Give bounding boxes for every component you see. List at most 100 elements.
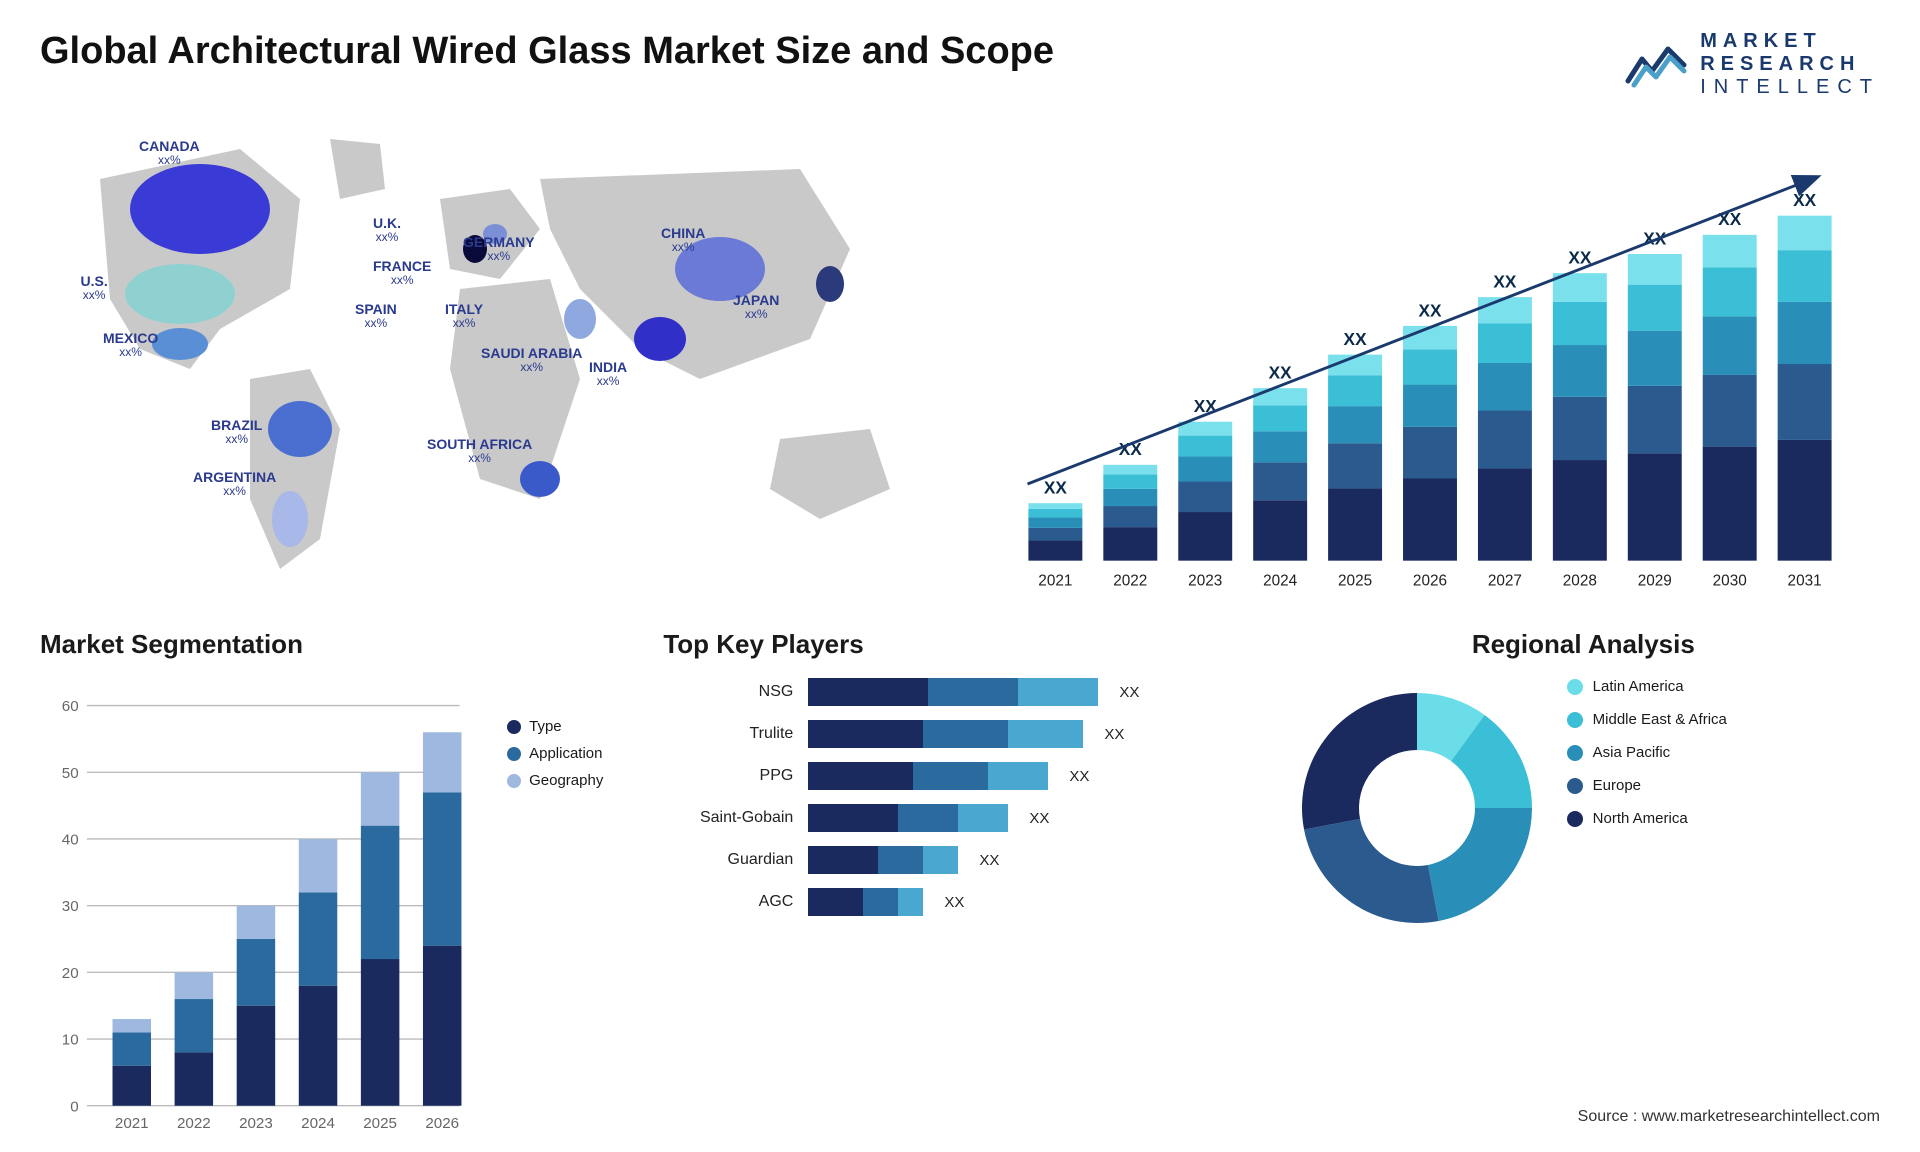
growth-bar-seg (1778, 250, 1832, 302)
growth-bar-seg (1478, 468, 1532, 560)
map-label-canada: CANADAxx% (139, 138, 200, 168)
player-value: XX (944, 894, 964, 911)
seg-bar (175, 999, 213, 1052)
growth-bar-seg (1103, 465, 1157, 475)
growth-bar-seg (1028, 509, 1082, 518)
top-row: CANADAxx% U.S.xx% MEXICOxx% BRAZILxx% ARGENT… (40, 119, 1880, 599)
player-bar-seg (898, 888, 923, 916)
growth-bar-seg (1178, 436, 1232, 457)
seg-bar (237, 939, 275, 1006)
player-bar-seg (928, 678, 1018, 706)
svg-text:30: 30 (62, 898, 79, 915)
seg-bar (299, 839, 337, 892)
growth-bar-seg (1328, 406, 1382, 443)
seg-legend-item: Application (507, 745, 603, 762)
svg-text:2023: 2023 (239, 1115, 273, 1132)
logo: MARKET RESEARCH INTELLECT (1624, 30, 1880, 99)
growth-top-label: XX (1344, 329, 1368, 349)
player-row: AGC XX (663, 888, 1256, 916)
growth-year-label: 2030 (1713, 573, 1747, 590)
svg-text:20: 20 (62, 965, 79, 982)
player-value: XX (1029, 810, 1049, 827)
donut-svg (1287, 678, 1547, 938)
growth-year-label: 2022 (1113, 573, 1147, 590)
growth-bar-seg (1403, 427, 1457, 479)
seg-bar (299, 986, 337, 1106)
growth-bar-seg (1178, 422, 1232, 436)
seg-bar (361, 826, 399, 959)
growth-bar-seg (1628, 254, 1682, 285)
seg-bar (299, 892, 337, 985)
map-label-saudi-arabia: SAUDI ARABIAxx% (481, 345, 582, 375)
players-title: Top Key Players (663, 629, 1256, 660)
segmentation-panel: Market Segmentation 01020304050602021202… (40, 629, 633, 1059)
growth-bar-seg (1778, 216, 1832, 251)
donut-legend-item: Asia Pacific (1567, 744, 1727, 761)
growth-bar-seg (1553, 302, 1607, 345)
growth-bar-seg (1328, 489, 1382, 561)
growth-chart: XX2021XX2022XX2023XX2024XX2025XX2026XX20… (980, 119, 1880, 599)
growth-top-label: XX (1418, 300, 1442, 320)
growth-bar-seg (1628, 285, 1682, 331)
map-label-france: FRANCExx% (373, 258, 431, 288)
player-row: PPGXX (663, 762, 1256, 790)
player-bar-seg (808, 888, 863, 916)
map-label-u-s-: U.S.xx% (81, 273, 108, 303)
seg-bar (361, 959, 399, 1106)
growth-bar-seg (1628, 386, 1682, 453)
seg-bar (113, 1066, 151, 1106)
segmentation-legend: TypeApplicationGeography (507, 718, 603, 799)
growth-svg: XX2021XX2022XX2023XX2024XX2025XX2026XX20… (980, 139, 1880, 599)
map-label-argentina: ARGENTINAxx% (193, 469, 276, 499)
player-bar-seg (898, 804, 958, 832)
player-bar-seg (1018, 678, 1098, 706)
growth-bar-seg (1328, 375, 1382, 406)
player-bar-seg (1008, 720, 1083, 748)
seg-bar (175, 1052, 213, 1105)
svg-text:10: 10 (62, 1032, 79, 1049)
seg-bar (361, 772, 399, 825)
player-bar-seg (878, 846, 923, 874)
player-row: GuardianXX (663, 846, 1256, 874)
growth-top-label: XX (1044, 478, 1068, 498)
player-bar-seg (988, 762, 1048, 790)
donut-slice (1428, 808, 1532, 921)
map-label-india: INDIAxx% (589, 359, 627, 389)
growth-year-label: 2026 (1413, 573, 1447, 590)
player-name: Trulite (663, 725, 793, 743)
growth-bar-seg (1778, 364, 1832, 440)
player-row: Saint-GobainXX (663, 804, 1256, 832)
player-row: TruliteXX (663, 720, 1256, 748)
growth-year-label: 2031 (1788, 573, 1822, 590)
player-bar-seg (863, 888, 898, 916)
player-bar-seg (808, 678, 928, 706)
map-label-mexico: MEXICOxx% (103, 330, 158, 360)
player-value: XX (1069, 768, 1089, 785)
player-bar-seg (958, 804, 1008, 832)
growth-bar-seg (1478, 363, 1532, 410)
growth-bar-seg (1553, 397, 1607, 460)
segmentation-chart: 0102030405060202120222023202420252026 Ty… (40, 678, 633, 1152)
player-bar-seg (923, 846, 958, 874)
player-name: AGC (663, 893, 793, 911)
player-bar-seg (923, 720, 1008, 748)
svg-text:2021: 2021 (115, 1115, 149, 1132)
svg-text:50: 50 (62, 765, 79, 782)
map-label-brazil: BRAZILxx% (211, 417, 262, 447)
growth-bar-seg (1103, 506, 1157, 527)
svg-text:60: 60 (62, 698, 79, 715)
seg-bar (237, 906, 275, 939)
seg-bar (113, 1019, 151, 1032)
svg-text:2026: 2026 (425, 1115, 459, 1132)
player-row: NSGXX (663, 678, 1256, 706)
growth-bar-seg (1103, 489, 1157, 506)
growth-bar-seg (1703, 447, 1757, 561)
seg-legend-item: Geography (507, 772, 603, 789)
svg-text:2022: 2022 (177, 1115, 211, 1132)
map-label-china: CHINAxx% (661, 225, 705, 255)
seg-bar (423, 792, 461, 945)
growth-bar-seg (1703, 375, 1757, 447)
donut-legend-item: North America (1567, 810, 1727, 827)
page-title: Global Architectural Wired Glass Market … (40, 30, 1054, 73)
logo-line3: INTELLECT (1700, 76, 1880, 99)
